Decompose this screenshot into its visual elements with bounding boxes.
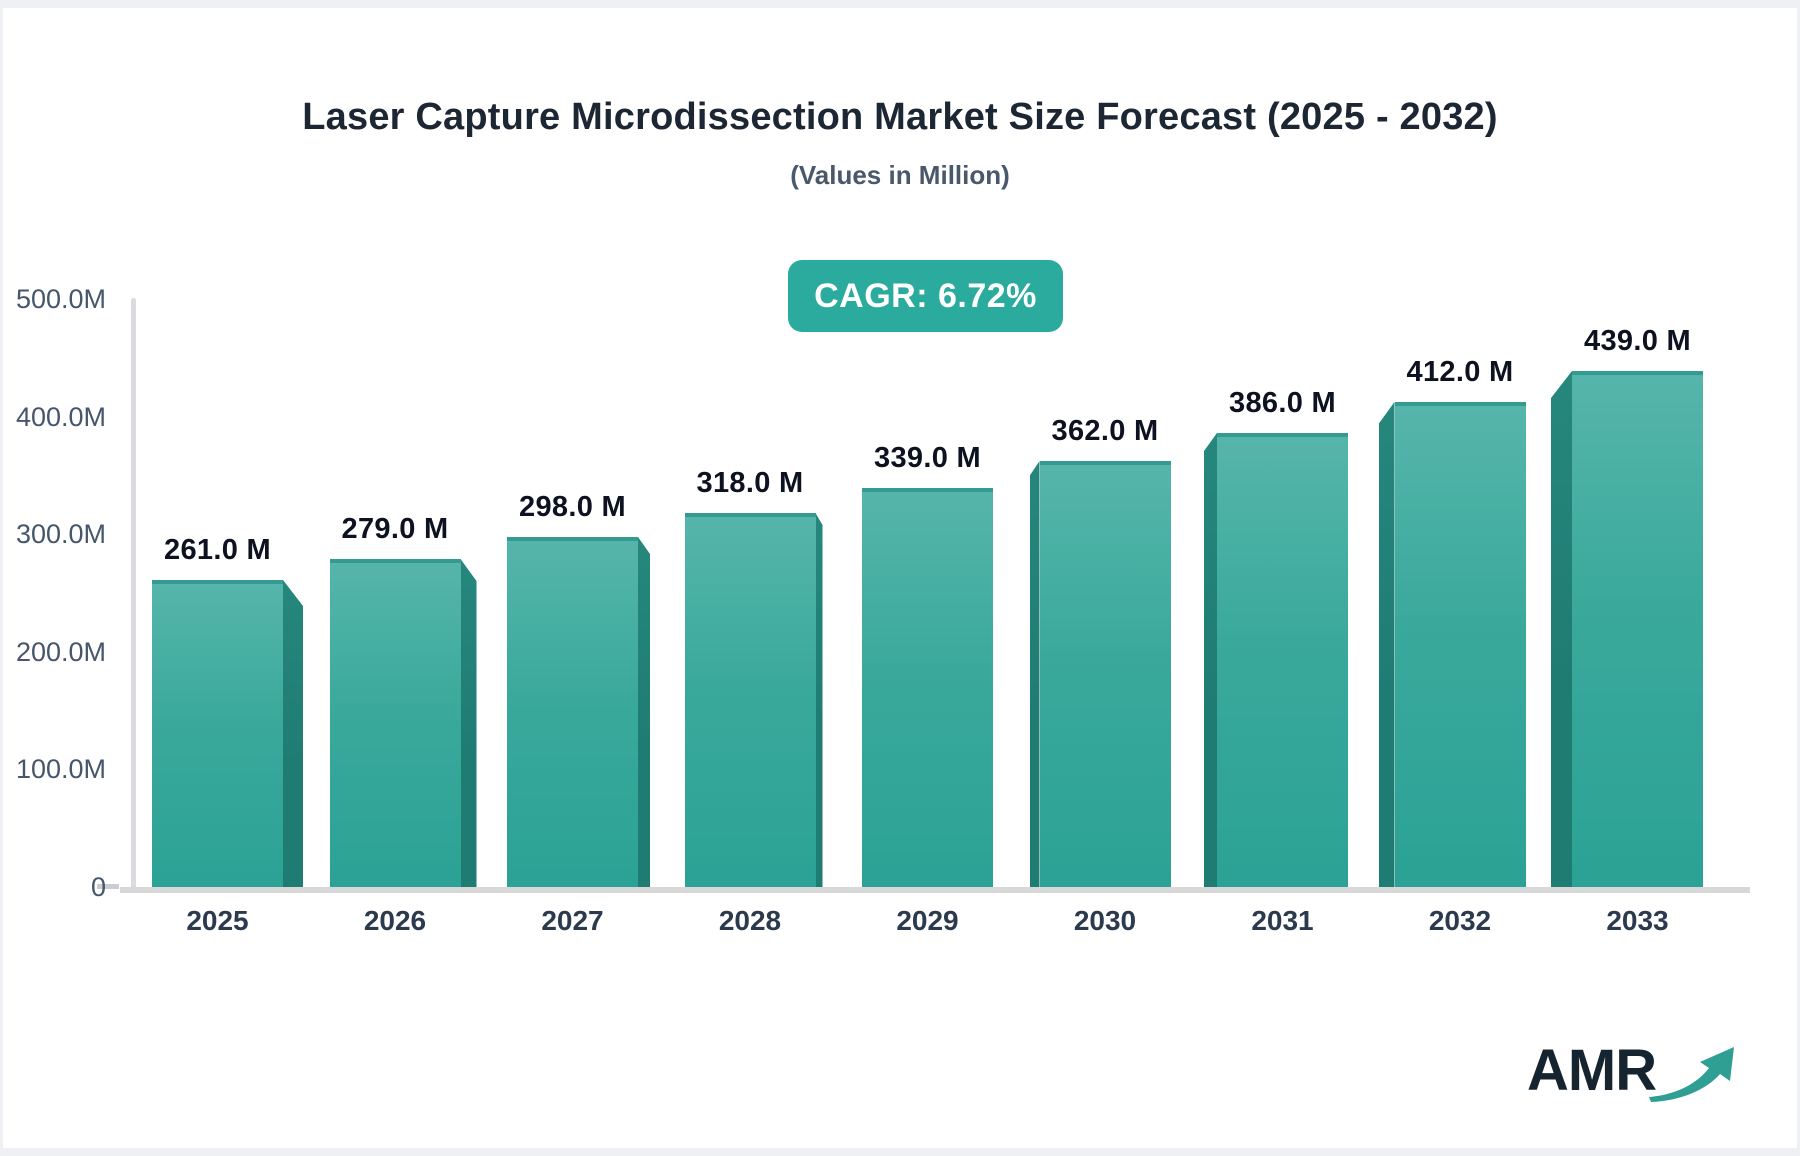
x-axis-label-2031: 2031	[1251, 905, 1314, 936]
y-axis-tick-label: 400.0M	[15, 401, 106, 432]
bar-3d-side-2030	[1029, 461, 1040, 887]
bar-2026	[329, 559, 461, 887]
bar-3d-side-2026	[460, 559, 477, 887]
x-axis-label-2025: 2025	[186, 905, 249, 936]
bar-3d-side-2033	[1551, 371, 1572, 887]
x-axis-label-2030: 2030	[1073, 905, 1137, 936]
bar-2029	[862, 488, 993, 887]
bar-2028	[684, 513, 816, 887]
amr-logo-text: AMR	[1527, 1038, 1657, 1103]
chart-title: Laser Capture Microdissection Market Siz…	[302, 96, 1498, 138]
x-axis-label-2029: 2029	[896, 905, 959, 936]
bar-2027	[507, 537, 638, 887]
bar-3d-side-2031	[1204, 433, 1217, 887]
bar-value-label-2029: 339.0 M	[874, 442, 981, 474]
bar-3d-side-2025	[283, 580, 303, 887]
chart-area: 500.0M 400.0M 300.0M 200.0M 100.0M 0 261.0 M 20…	[3, 8, 1797, 1148]
bar-2031	[1217, 433, 1348, 887]
zero-tick-mark	[97, 884, 119, 889]
bar-2033	[1572, 371, 1703, 887]
bar-value-label-2030: 362.0 M	[1051, 415, 1159, 447]
bar-3d-side-2032	[1378, 402, 1395, 887]
x-axis-label-2028: 2028	[718, 905, 782, 936]
bar-2025	[152, 580, 283, 887]
bar-3d-side-2027	[638, 537, 650, 887]
x-axis-label-2026: 2026	[363, 905, 427, 936]
y-axis-tick-label: 300.0M	[15, 519, 106, 550]
cagr-badge: CAGR: 6.72%	[788, 260, 1063, 332]
x-axis-label-2027: 2027	[541, 905, 604, 936]
bar-value-label-2028: 318.0 M	[696, 467, 804, 499]
bar-value-label-2033: 439.0 M	[1584, 325, 1691, 357]
bar-2032	[1394, 402, 1526, 887]
chart-subtitle: (Values in Million)	[790, 160, 1010, 190]
cagr-badge-label: CAGR: 6.72%	[814, 276, 1037, 315]
bar-2030	[1039, 461, 1171, 887]
x-axis-label-2033: 2033	[1606, 905, 1669, 936]
bar-value-label-2026: 279.0 M	[341, 513, 449, 545]
bar-3d-side-2028	[815, 513, 823, 887]
bar-value-label-2031: 386.0 M	[1229, 387, 1336, 419]
x-axis-baseline	[120, 887, 1750, 893]
logo-growth-arrow-icon	[1649, 1047, 1735, 1102]
y-axis-tick-label: 500.0M	[15, 284, 106, 314]
y-axis-tick-label: 100.0M	[15, 754, 106, 785]
chart-card: Laser Capture Microdissection Market Siz…	[3, 8, 1797, 1148]
bar-value-label-2032: 412.0 M	[1406, 356, 1514, 388]
x-axis-label-2032: 2032	[1428, 905, 1492, 936]
amr-logo: AMR	[1527, 1036, 1738, 1106]
bar-value-label-2027: 298.0 M	[519, 491, 626, 523]
bar-value-label-2025: 261.0 M	[164, 534, 271, 566]
y-axis-line	[131, 298, 136, 890]
y-axis-tick-label: 200.0M	[15, 636, 106, 667]
y-axis-tick-label: 0	[90, 872, 106, 902]
